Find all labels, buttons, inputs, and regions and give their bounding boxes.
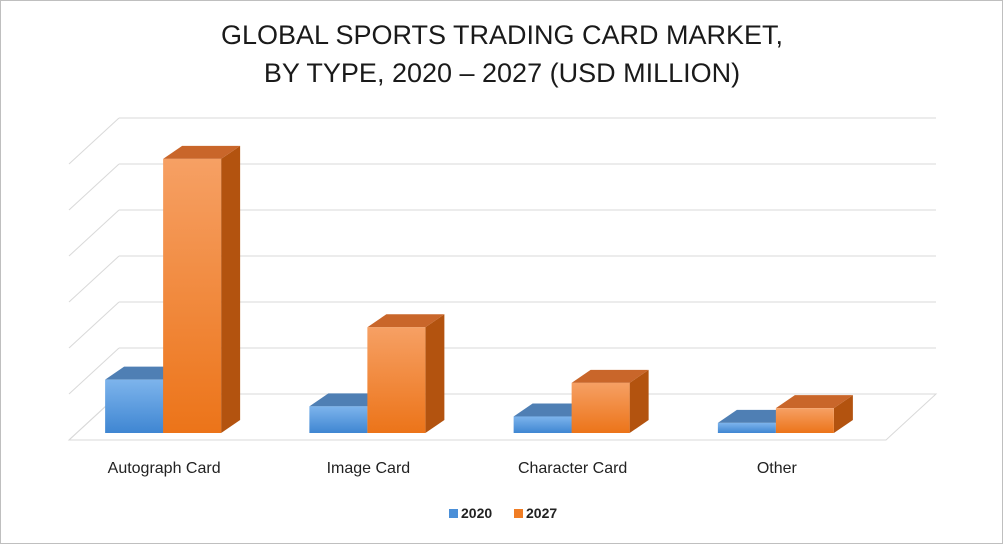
chart-title-line-2: BY TYPE, 2020 – 2027 (USD MILLION) xyxy=(264,58,740,88)
gridline-side xyxy=(68,209,120,257)
chart-title: GLOBAL SPORTS TRADING CARD MARKET, BY TY… xyxy=(221,20,783,88)
category-label-image-card: Image Card xyxy=(327,460,411,477)
bar-front xyxy=(367,327,426,433)
bar-image-card-2027 xyxy=(367,314,445,433)
gridline-side xyxy=(68,117,120,165)
bars xyxy=(105,145,853,433)
category-label-other: Other xyxy=(757,460,798,477)
bar-side xyxy=(629,369,649,433)
bar-front xyxy=(571,382,630,433)
category-label-character-card: Character Card xyxy=(518,460,627,477)
legend-item-2020: 2020 xyxy=(449,505,492,521)
bar-front xyxy=(717,422,776,433)
legend-swatch xyxy=(449,509,458,518)
bar-front xyxy=(163,158,222,433)
gridline-side xyxy=(68,163,120,211)
bar-front xyxy=(513,416,572,433)
category-label-autograph-card: Autograph Card xyxy=(108,460,221,477)
bar-top xyxy=(367,314,445,328)
gridline-side xyxy=(68,347,120,395)
gridline-side xyxy=(68,255,120,303)
bar-top xyxy=(105,366,183,380)
bar-autograph-card-2027 xyxy=(163,145,241,433)
bar-side xyxy=(221,145,241,433)
legend-label: 2020 xyxy=(461,505,492,521)
bar-top xyxy=(309,393,387,407)
bar-character-card-2027 xyxy=(571,369,649,433)
bar-front xyxy=(775,408,834,433)
bar-front xyxy=(309,406,368,433)
floor xyxy=(67,393,938,441)
category-labels: Autograph Card Image Card Character Card Ot… xyxy=(108,460,798,477)
chart-title-line-1: GLOBAL SPORTS TRADING CARD MARKET, xyxy=(221,20,783,50)
bar-side xyxy=(833,395,853,433)
bar-top xyxy=(775,395,853,409)
bar-top xyxy=(571,369,649,383)
legend-label: 2027 xyxy=(526,505,557,521)
bar-other-2027 xyxy=(775,395,853,433)
bar-top xyxy=(717,409,795,423)
legend-swatch xyxy=(514,509,523,518)
gridlines xyxy=(67,117,938,441)
gridline-side xyxy=(68,301,120,349)
legend: 2020 2027 xyxy=(449,505,557,521)
bar-front xyxy=(105,379,164,433)
bar-side xyxy=(425,314,445,433)
bar-top xyxy=(163,145,241,159)
legend-item-2027: 2027 xyxy=(514,505,557,521)
bar-top xyxy=(513,403,591,417)
